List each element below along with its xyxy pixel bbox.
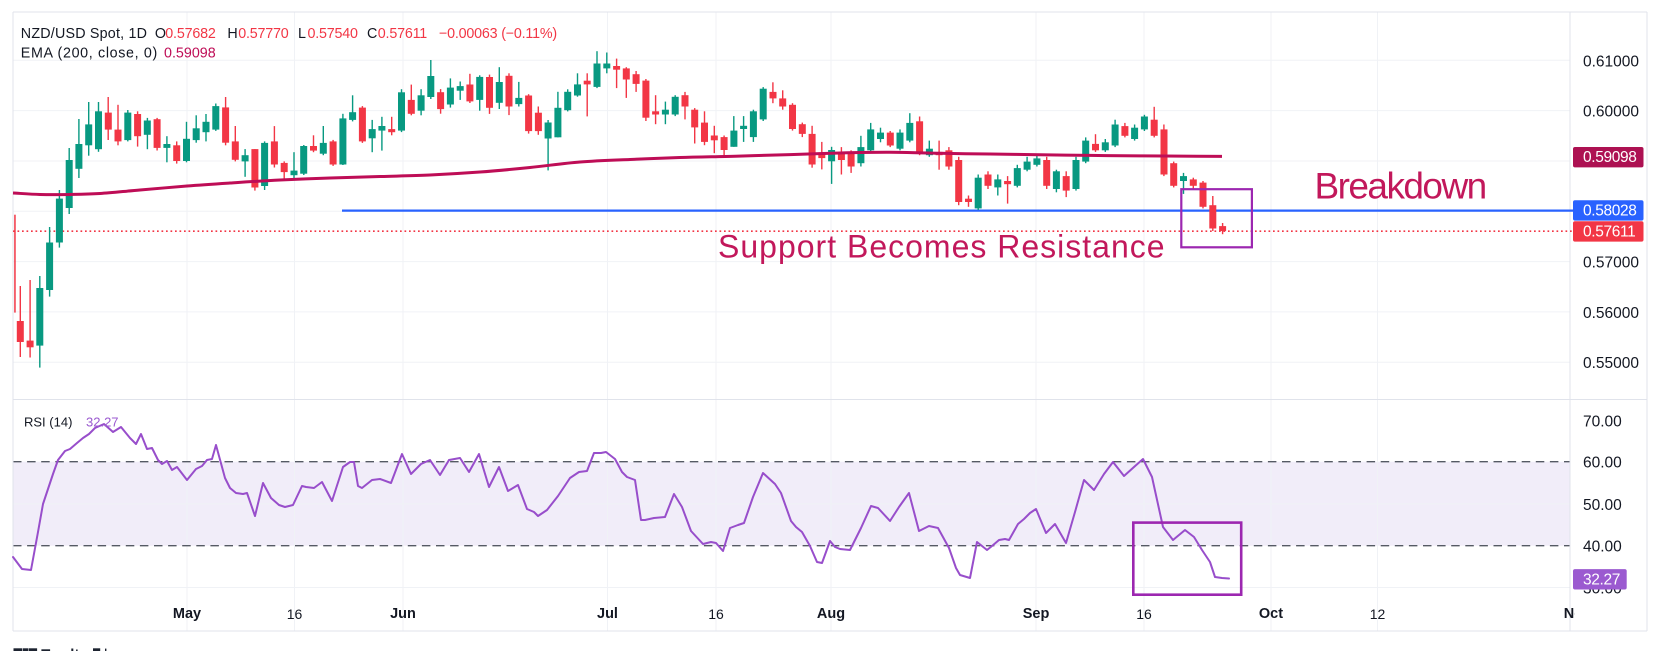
- svg-text:60.00: 60.00: [1583, 455, 1622, 472]
- svg-text:Aug: Aug: [817, 606, 845, 622]
- svg-text:0.61000: 0.61000: [1583, 53, 1639, 70]
- svg-text:Breakdown: Breakdown: [1315, 165, 1486, 206]
- svg-text:H: H: [227, 26, 237, 42]
- svg-text:16: 16: [287, 606, 303, 622]
- svg-text:Jul: Jul: [597, 606, 618, 622]
- svg-text:0.55000: 0.55000: [1583, 355, 1639, 372]
- svg-text:RSI (14): RSI (14): [24, 414, 72, 429]
- svg-text:Oct: Oct: [1259, 606, 1283, 622]
- svg-text:EMA (200, close, 0): EMA (200, close, 0): [21, 46, 158, 62]
- svg-text:50.00: 50.00: [1583, 497, 1622, 514]
- svg-text:0.57611: 0.57611: [1583, 223, 1635, 240]
- svg-text:0.59098: 0.59098: [1583, 149, 1637, 166]
- svg-text:16: 16: [708, 606, 724, 622]
- svg-text:0.57770: 0.57770: [238, 26, 289, 42]
- svg-text:Sep: Sep: [1023, 606, 1050, 622]
- svg-text:Support Becomes Resistance: Support Becomes Resistance: [718, 229, 1166, 265]
- svg-text:0.57000: 0.57000: [1583, 255, 1639, 272]
- svg-text:0.59098: 0.59098: [164, 46, 216, 62]
- svg-text:Jun: Jun: [390, 606, 416, 622]
- svg-text:L: L: [298, 26, 306, 42]
- svg-text:−0.00063 (−0.11%): −0.00063 (−0.11%): [439, 26, 557, 42]
- svg-text:32.27: 32.27: [1583, 571, 1620, 588]
- svg-text:0.56000: 0.56000: [1583, 305, 1639, 322]
- svg-text:May: May: [173, 606, 201, 622]
- svg-text:70.00: 70.00: [1583, 413, 1622, 430]
- svg-text:0.57611: 0.57611: [378, 26, 427, 42]
- svg-text:0.57540: 0.57540: [308, 26, 359, 42]
- svg-text:C: C: [367, 26, 377, 42]
- svg-text:0.60000: 0.60000: [1583, 104, 1639, 121]
- svg-text:16: 16: [1136, 606, 1152, 622]
- svg-text:NZD/USD Spot, 1D: NZD/USD Spot, 1D: [21, 26, 147, 42]
- svg-text:O: O: [155, 26, 166, 42]
- svg-text:40.00: 40.00: [1583, 539, 1622, 556]
- svg-text:Nov: Nov: [1564, 606, 1591, 622]
- svg-text:0.57682: 0.57682: [165, 26, 216, 42]
- svg-text:0.58028: 0.58028: [1583, 202, 1637, 219]
- svg-text:32.27: 32.27: [86, 414, 119, 429]
- svg-text:12: 12: [1370, 606, 1386, 622]
